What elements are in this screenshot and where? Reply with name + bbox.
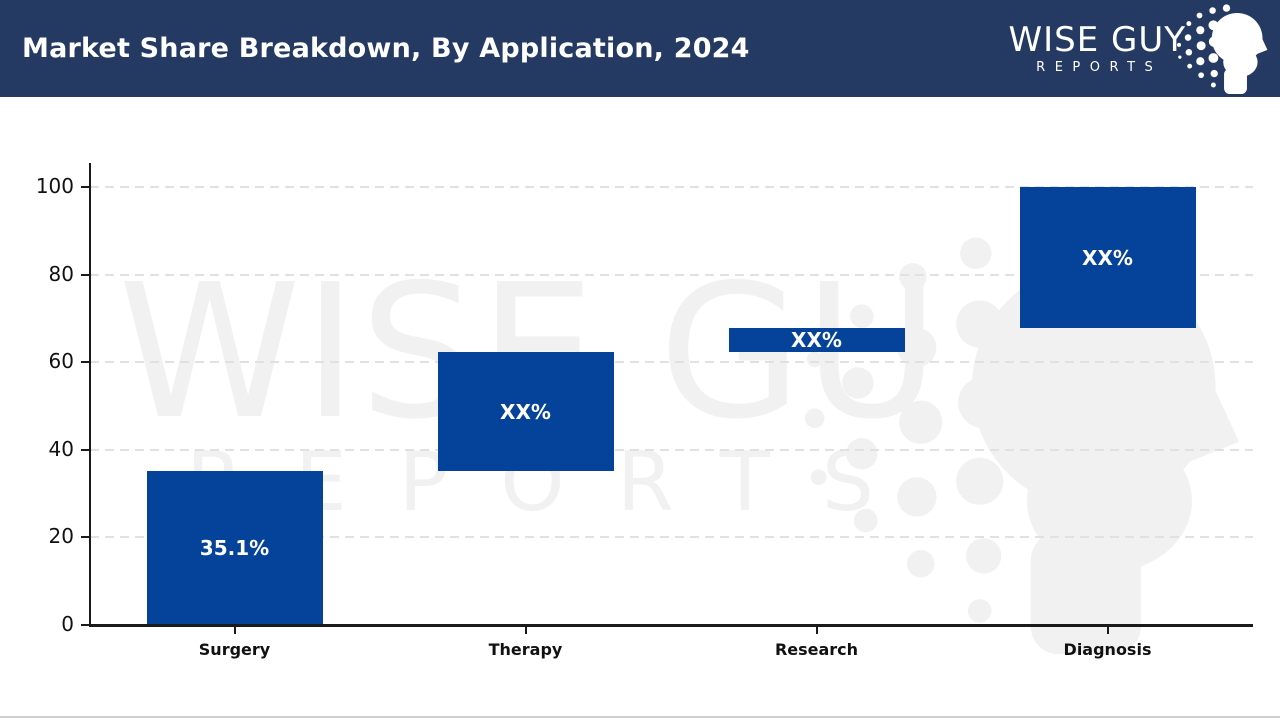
y-tick-label: 20 [48,524,74,549]
y-axis-spine [89,163,91,624]
bar-surgery: 35.1% [146,471,323,625]
x-category-label: Therapy [488,640,563,659]
y-tick-label: 60 [48,349,74,374]
x-category-label: Surgery [198,640,271,659]
bar-value-label: XX% [500,399,551,424]
y-tick-mark [81,273,90,276]
y-tick-label: 100 [35,174,74,198]
y-tick-mark [81,186,90,188]
x-tick-mark [1106,624,1109,634]
logo-wordmark: WISE GUY [1008,20,1186,60]
x-tick-mark [524,624,527,634]
x-axis-line [89,624,1253,627]
bar-value-label: XX% [791,328,842,353]
bar-research: XX% [728,328,905,353]
y-tick-mark [81,361,90,364]
wise-guy-logo: WISE GUY REPORTS [1008,3,1270,94]
header: Market Share Breakdown, By Application, … [0,0,1280,97]
bar-value-label: XX% [1082,245,1133,270]
y-tick-mark [81,536,90,539]
y-tick-mark [81,624,90,626]
page-title: Market Share Breakdown, By Application, … [22,33,750,64]
x-tick-mark [233,624,236,634]
bar-therapy: XX% [437,352,614,472]
chart-canvas: WISE GU REPORTS 0 20 40 60 80 100 35.1% Surgery… [0,97,1280,716]
logo-text: WISE GUY REPORTS [1008,23,1186,74]
gridline-80 [90,273,1253,276]
bar-value-label: 35.1% [199,536,270,561]
dotted-face-icon [1177,3,1268,94]
y-tick-label: 40 [48,436,74,461]
gridline-60 [90,361,1253,364]
gridline-100 [90,186,1253,188]
y-tick-label: 80 [48,261,74,286]
bar-diagnosis: XX% [1019,187,1196,329]
x-category-label: Research [774,640,859,659]
bottom-rule [0,716,1280,718]
x-category-label: Diagnosis [1063,640,1152,659]
logo-subtitle: REPORTS [1036,60,1163,75]
y-tick-label: 0 [61,612,74,636]
gridline-40 [90,448,1253,451]
y-tick-mark [81,448,90,451]
gridline-20 [90,536,1253,539]
x-tick-mark [815,624,818,634]
